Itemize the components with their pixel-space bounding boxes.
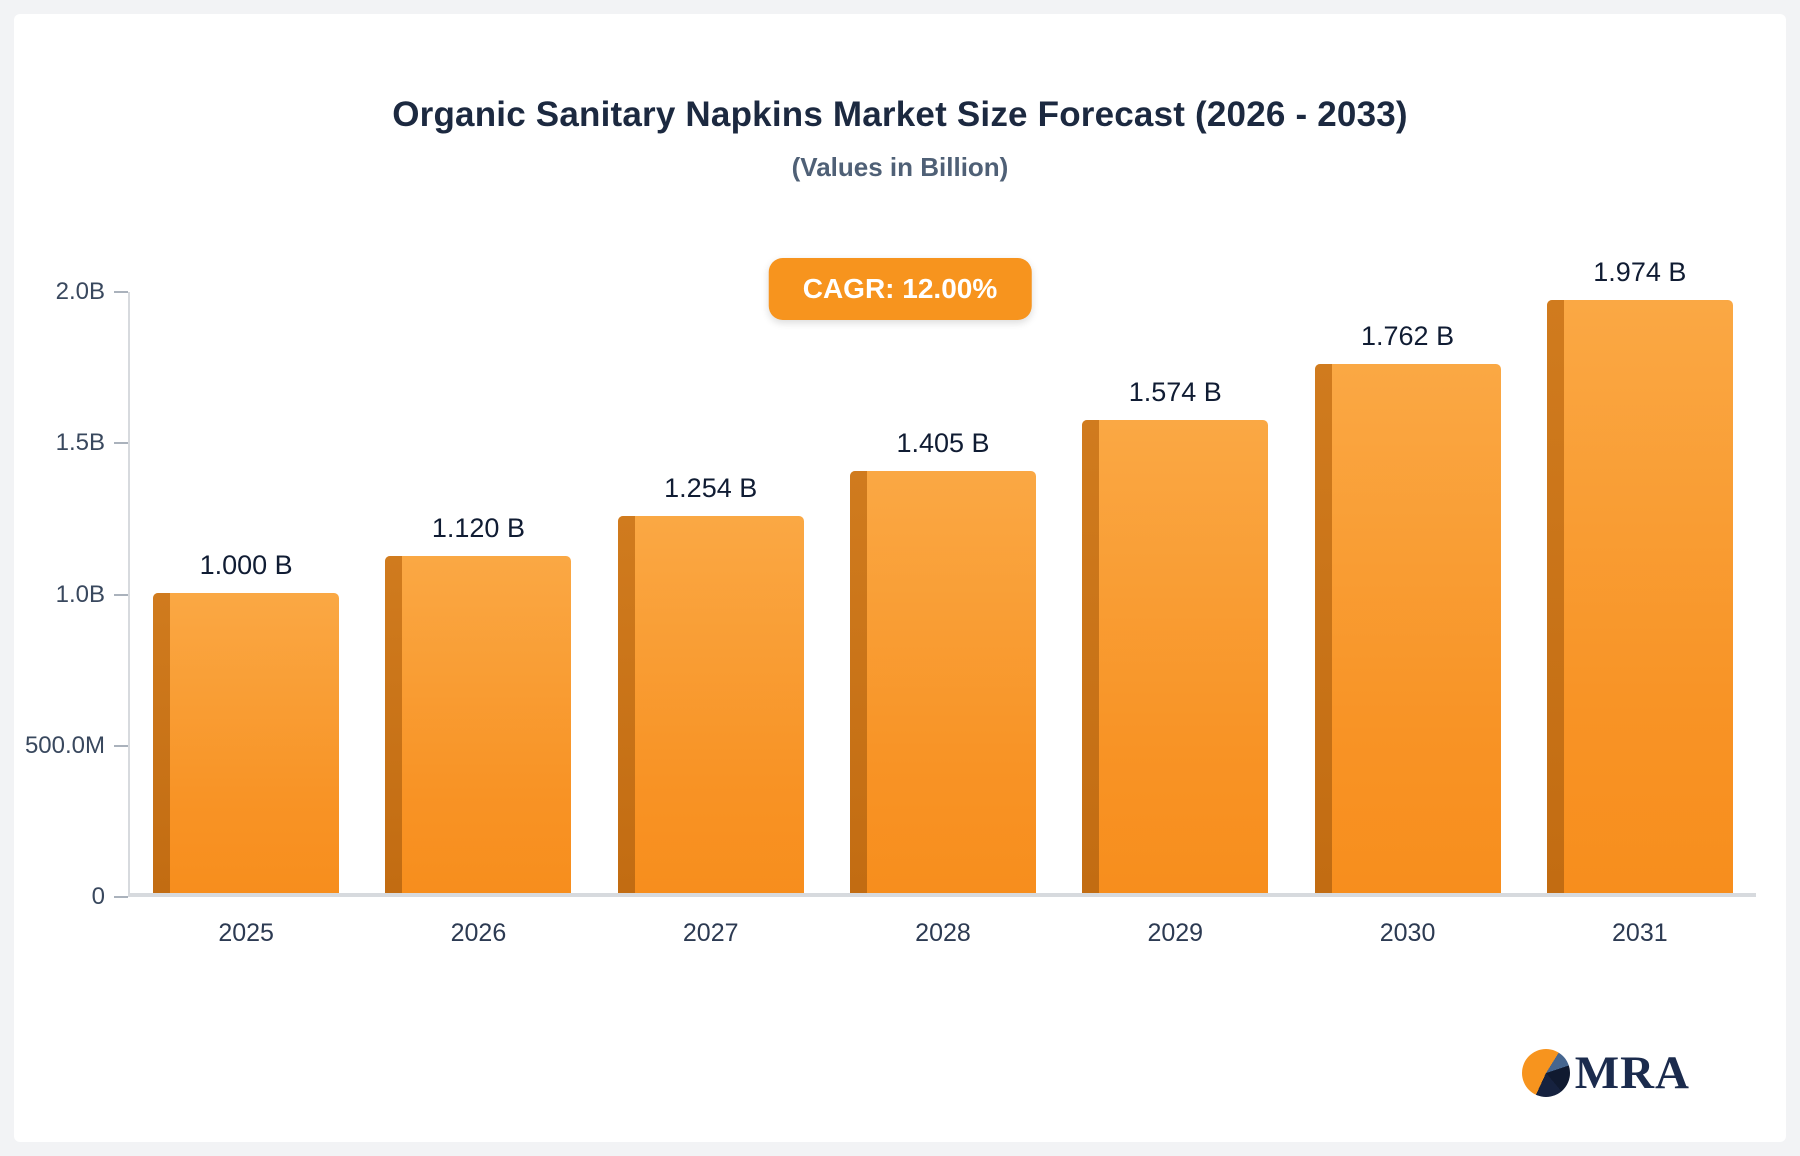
chart-title: Organic Sanitary Napkins Market Size For… — [392, 95, 1408, 134]
logo-pie-icon — [1521, 1049, 1570, 1097]
bar-value-label: 1.405 B — [896, 427, 990, 458]
bar-2030: 1.762 B 2030 — [1314, 321, 1501, 947]
logo: MRA — [1521, 1046, 1690, 1100]
x-axis-label: 2028 — [915, 919, 971, 947]
x-axis-label: 2031 — [1612, 919, 1668, 947]
y-tick-label: 500.0M — [24, 731, 105, 759]
bar-2031: 1.974 B 2031 — [1546, 257, 1733, 947]
bar-side-shade — [1546, 299, 1564, 893]
bar-value-label: 1.000 B — [199, 549, 293, 580]
bar-2026: 1.120 B 2026 — [385, 513, 572, 947]
y-tick: 1.0B — [56, 581, 128, 609]
y-tick: 500.0M — [25, 732, 128, 760]
y-tick: 0 — [92, 883, 128, 911]
plot-area: 1.000 B 2025 1.120 B 2026 1.254 B 2027 1.405 B… — [128, 257, 1756, 947]
logo-text: MRA — [1574, 1047, 1690, 1099]
y-tick-label: 1.0B — [55, 580, 105, 608]
y-tick: 2.0B — [56, 278, 128, 306]
x-axis-label: 2026 — [450, 919, 507, 947]
x-axis-label: 2029 — [1147, 919, 1204, 947]
x-axis-label: 2030 — [1379, 919, 1436, 947]
bar-2029: 1.574 B 2029 — [1082, 377, 1269, 947]
bar-value-label: 1.120 B — [431, 513, 525, 544]
y-tick: 1.5B — [56, 429, 128, 457]
y-tick-dash — [114, 593, 128, 596]
bar-value-label: 1.254 B — [664, 473, 758, 504]
bar-value-label: 1.574 B — [1128, 377, 1222, 408]
bar-side-shade — [1314, 363, 1332, 893]
bar-side-shade — [153, 592, 171, 893]
bar-side-shade — [385, 556, 403, 893]
bar-side-shade — [617, 516, 635, 893]
y-tick-dash — [114, 744, 128, 747]
y-tick-label: 0 — [91, 883, 105, 910]
chart-subtitle: (Values in Billion) — [791, 152, 1009, 182]
y-tick-label: 1.5B — [55, 429, 105, 457]
bar-value-label: 1.762 B — [1361, 320, 1455, 351]
cagr-badge: CAGR: 12.00% — [768, 258, 1032, 320]
y-tick-dash — [114, 896, 128, 898]
y-tick-dash — [114, 442, 128, 445]
bar-2025: 1.000 B 2025 — [153, 550, 340, 947]
y-tick-dash — [114, 291, 128, 293]
bar-side-shade — [1082, 420, 1100, 893]
bar-value-label: 1.974 B — [1593, 256, 1687, 287]
y-axis: 2.0B 1.5B 1.0B 500.0M 0 — [14, 278, 128, 910]
x-axis-label: 2027 — [682, 919, 739, 947]
bar-2028: 1.405 B 2028 — [849, 428, 1036, 947]
y-tick-label: 2.0B — [55, 278, 105, 305]
bar-2027: 1.254 B 2027 — [617, 473, 804, 947]
x-axis-label: 2025 — [218, 919, 274, 947]
bar-side-shade — [849, 470, 867, 893]
